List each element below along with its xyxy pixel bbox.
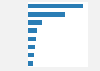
Bar <box>28 61 33 66</box>
Bar <box>28 20 42 25</box>
Bar <box>28 12 65 17</box>
Bar <box>28 45 35 49</box>
Bar <box>28 4 83 8</box>
Bar <box>28 37 36 41</box>
Bar <box>28 28 37 33</box>
Bar <box>28 53 34 57</box>
